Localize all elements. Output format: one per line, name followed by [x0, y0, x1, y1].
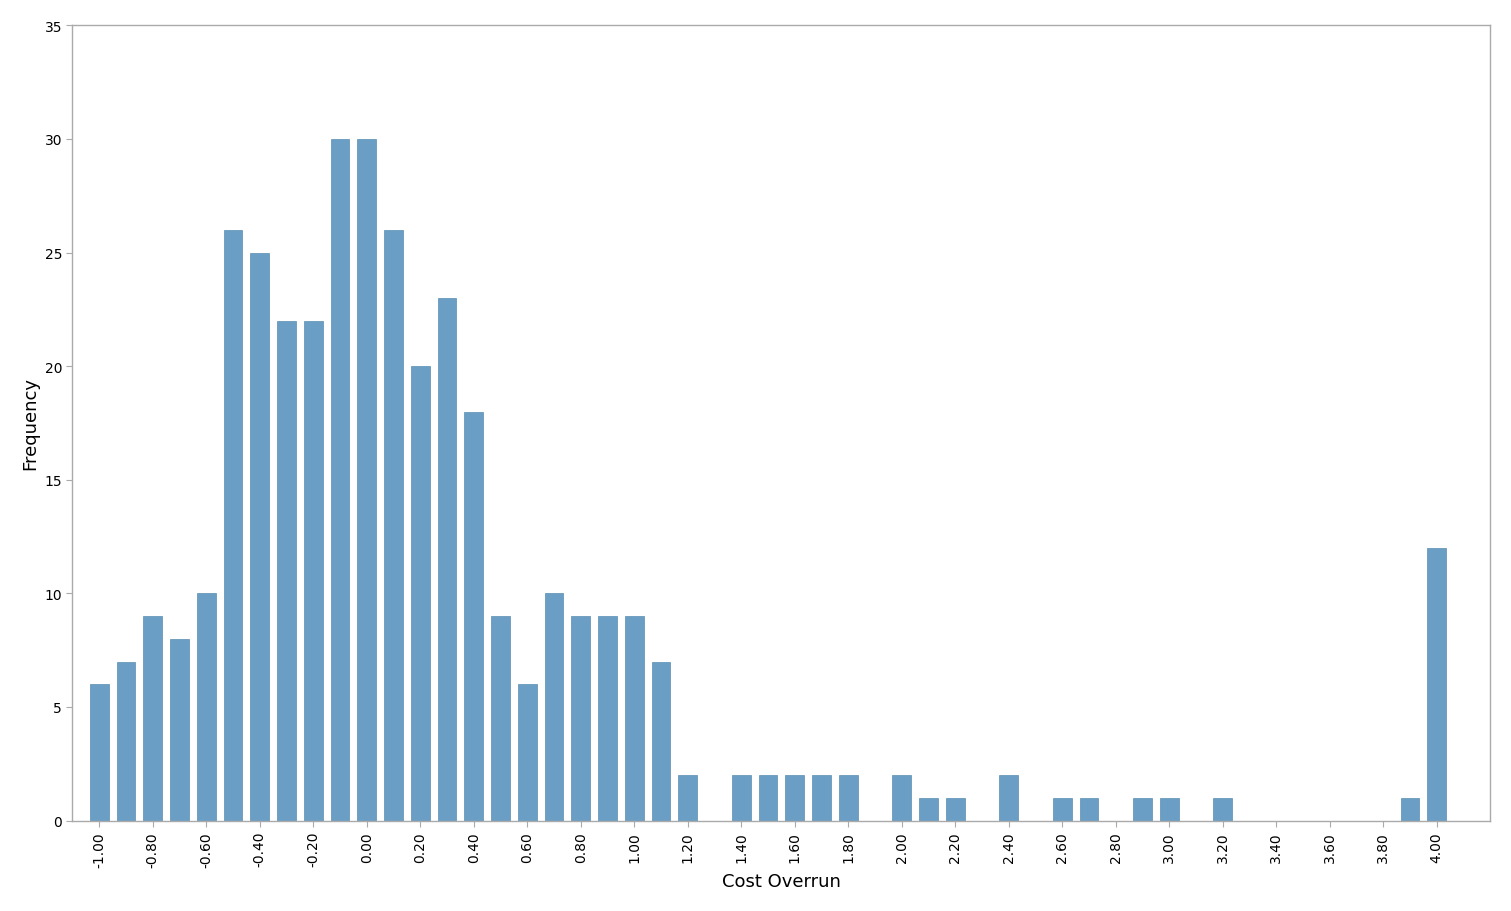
Bar — [544, 594, 564, 821]
Bar — [678, 775, 697, 821]
Bar — [759, 775, 777, 821]
Y-axis label: Frequency: Frequency — [21, 377, 39, 470]
Bar — [999, 775, 1018, 821]
Bar — [357, 139, 376, 821]
Bar — [251, 253, 269, 821]
Bar — [811, 775, 831, 821]
Bar — [304, 322, 322, 821]
Bar — [331, 139, 349, 821]
Bar — [491, 617, 509, 821]
Bar — [626, 617, 644, 821]
Bar — [116, 661, 136, 821]
Bar — [196, 594, 216, 821]
Bar — [384, 230, 403, 821]
Bar — [893, 775, 911, 821]
Bar — [1079, 798, 1098, 821]
Bar — [651, 661, 671, 821]
Bar — [919, 798, 938, 821]
Bar — [438, 299, 456, 821]
Bar — [89, 684, 109, 821]
Bar — [224, 230, 242, 821]
Bar — [786, 775, 804, 821]
Bar — [1160, 798, 1179, 821]
Bar — [1401, 798, 1419, 821]
Bar — [277, 322, 296, 821]
Bar — [571, 617, 589, 821]
Bar — [946, 798, 964, 821]
Bar — [598, 617, 616, 821]
Bar — [1428, 548, 1446, 821]
Bar — [1133, 798, 1151, 821]
Bar — [731, 775, 751, 821]
Bar — [171, 640, 189, 821]
Bar — [839, 775, 858, 821]
Bar — [411, 367, 429, 821]
Bar — [518, 684, 536, 821]
Bar — [1053, 798, 1071, 821]
Bar — [144, 617, 162, 821]
Bar — [464, 412, 484, 821]
X-axis label: Cost Overrun: Cost Overrun — [722, 872, 840, 890]
Bar — [1213, 798, 1231, 821]
